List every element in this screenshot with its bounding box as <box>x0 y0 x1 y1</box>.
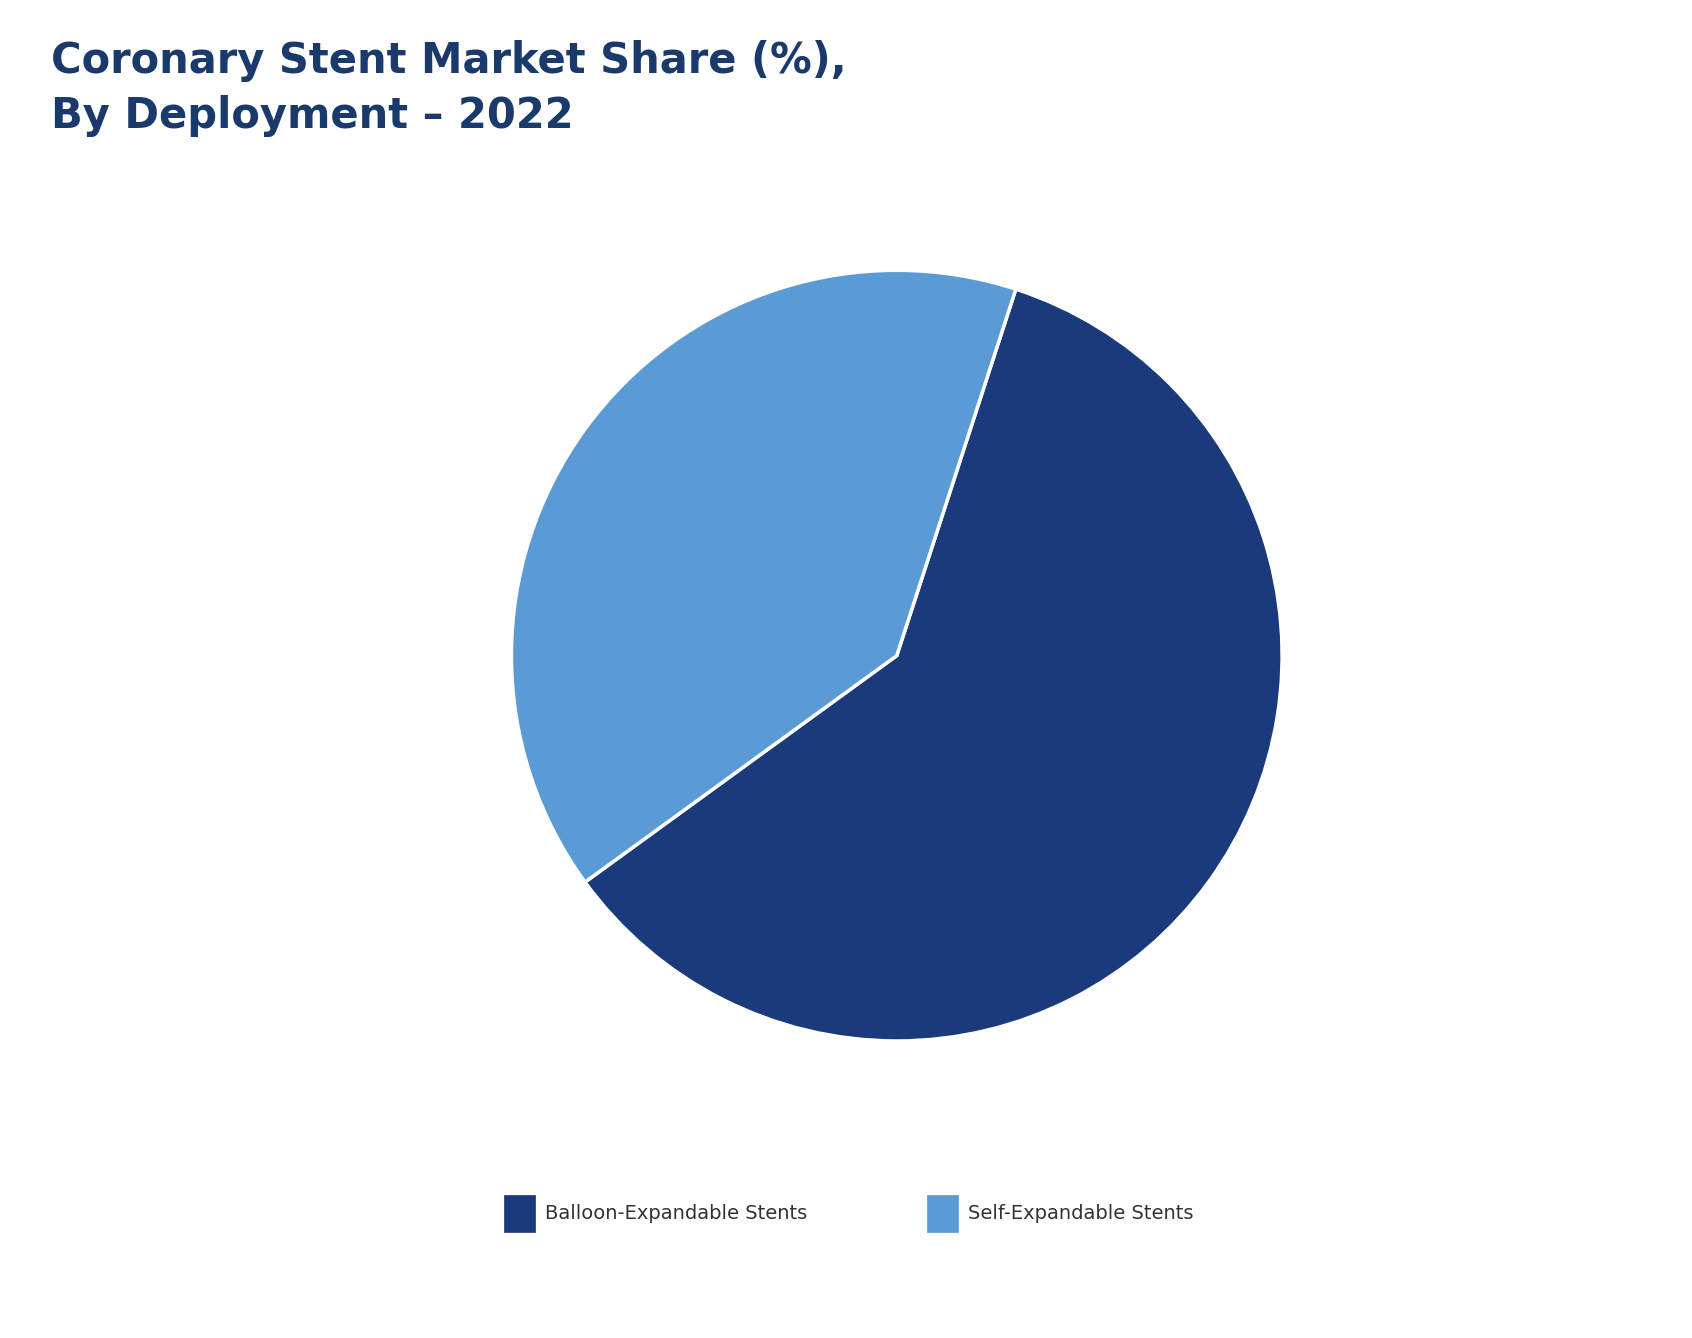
Wedge shape <box>585 289 1283 1041</box>
Text: Balloon-Expandable Stents: Balloon-Expandable Stents <box>545 1204 807 1223</box>
Text: Self-Expandable Stents: Self-Expandable Stents <box>968 1204 1193 1223</box>
Wedge shape <box>511 270 1015 882</box>
Text: Coronary Stent Market Share (%),
By Deployment – 2022: Coronary Stent Market Share (%), By Depl… <box>51 40 846 138</box>
